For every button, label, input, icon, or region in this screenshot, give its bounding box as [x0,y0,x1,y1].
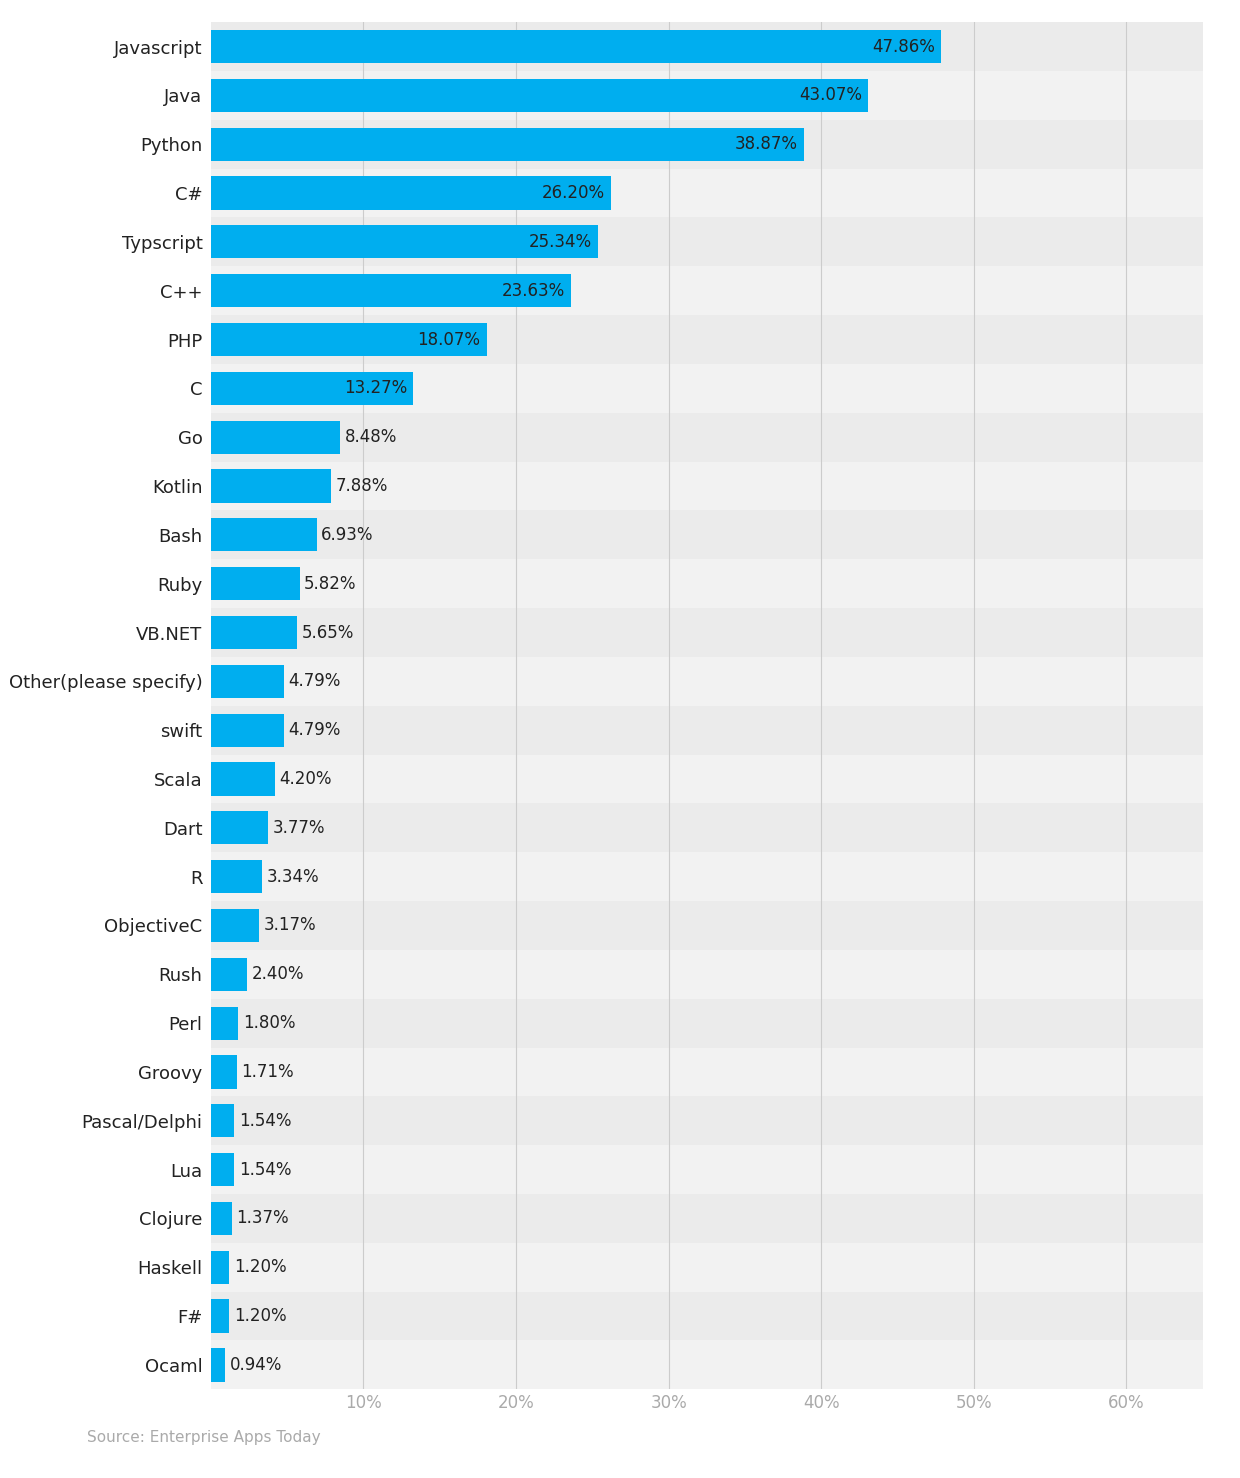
Bar [211,1341,1203,1389]
Text: 43.07%: 43.07% [799,86,862,105]
Text: 18.07%: 18.07% [418,331,480,349]
Bar [211,714,284,746]
Bar [211,706,1203,755]
Bar [211,315,1203,364]
Bar [211,1348,226,1382]
Text: 25.34%: 25.34% [528,234,591,251]
Text: 7.88%: 7.88% [336,477,388,495]
Bar [211,902,1203,950]
Bar [211,372,413,405]
Bar [211,999,1203,1048]
Text: 8.48%: 8.48% [345,429,397,446]
Text: 0.94%: 0.94% [229,1355,281,1375]
Bar [211,461,1203,510]
Bar [211,755,1203,804]
Bar [211,217,1203,266]
Bar [211,127,804,161]
Bar [211,412,1203,461]
Bar [211,1194,1203,1243]
Text: 47.86%: 47.86% [872,37,935,56]
Bar [211,364,1203,412]
Bar [211,909,259,941]
Text: 23.63%: 23.63% [502,282,565,300]
Bar [211,853,1203,902]
Text: 1.37%: 1.37% [237,1209,289,1227]
Bar [211,559,1203,607]
Bar [211,176,610,210]
Text: 1.20%: 1.20% [233,1307,286,1326]
Text: 2.40%: 2.40% [252,965,305,983]
Bar [211,607,1203,656]
Bar [211,811,268,844]
Text: 6.93%: 6.93% [321,526,373,544]
Bar [211,266,1203,315]
Bar [211,120,1203,168]
Bar [211,225,598,259]
Bar [211,1299,229,1333]
Bar [211,470,331,503]
Text: 13.27%: 13.27% [343,380,407,398]
Bar [211,950,1203,999]
Bar [211,1292,1203,1341]
Bar [211,1202,232,1236]
Bar [211,1097,1203,1145]
Bar [211,1250,229,1284]
Text: 5.65%: 5.65% [301,624,353,641]
Text: 4.20%: 4.20% [279,770,332,788]
Text: 1.71%: 1.71% [242,1063,294,1080]
Bar [211,1104,234,1138]
Bar [211,1145,1203,1194]
Bar [211,510,1203,559]
Text: 4.79%: 4.79% [289,672,341,690]
Text: Source: Enterprise Apps Today: Source: Enterprise Apps Today [87,1431,320,1445]
Bar [211,78,868,112]
Bar [211,421,340,454]
Text: 3.17%: 3.17% [264,916,316,934]
Text: 1.54%: 1.54% [239,1111,291,1129]
Text: 4.79%: 4.79% [289,721,341,739]
Bar [211,168,1203,217]
Text: 1.20%: 1.20% [233,1258,286,1277]
Bar [211,519,316,551]
Bar [211,656,1203,706]
Bar [211,763,275,795]
Text: 3.34%: 3.34% [267,868,319,885]
Bar [211,1007,238,1039]
Bar [211,958,248,990]
Bar [211,1048,1203,1097]
Bar [211,22,1203,71]
Bar [211,568,300,600]
Text: 1.54%: 1.54% [239,1160,291,1178]
Bar [211,1055,237,1089]
Bar [211,273,572,307]
Bar [211,804,1203,853]
Bar [211,616,298,649]
Bar [211,71,1203,120]
Bar [211,1153,234,1187]
Text: 26.20%: 26.20% [542,185,605,202]
Bar [211,324,486,356]
Bar [211,665,284,698]
Text: 1.80%: 1.80% [243,1014,295,1032]
Bar [211,30,941,64]
Text: 3.77%: 3.77% [273,819,325,837]
Text: 38.87%: 38.87% [735,134,797,154]
Text: 5.82%: 5.82% [304,575,357,593]
Bar [211,1243,1203,1292]
Bar [211,860,262,893]
